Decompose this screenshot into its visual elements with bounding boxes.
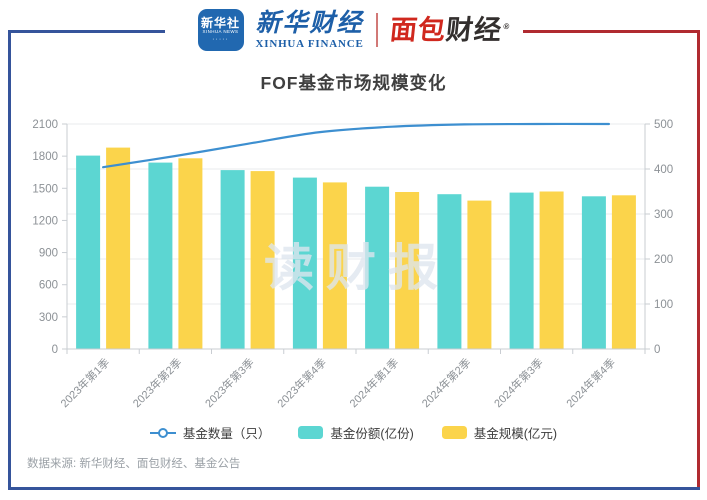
legend-item-fund-share[interactable]: 基金份额(亿份)	[298, 423, 414, 442]
svg-text:2024年第2季: 2024年第2季	[419, 355, 474, 410]
svg-text:2024年第3季: 2024年第3季	[491, 355, 546, 410]
svg-text:1800: 1800	[32, 151, 58, 163]
svg-text:0: 0	[52, 344, 58, 356]
bread-finance-logo: 面包财经®	[388, 14, 511, 45]
bar	[106, 147, 131, 349]
bar	[178, 158, 203, 349]
legend-label: 基金份额(亿份)	[330, 427, 414, 441]
bar	[250, 171, 275, 349]
x-axis-labels: 2023年第1季 2023年第2季 2023年第3季 2023年第4季 2024年第1季…	[57, 355, 618, 410]
bar-series-fund-scale	[106, 147, 636, 350]
svg-text:1200: 1200	[32, 215, 58, 227]
data-source-note: 数据来源: 新华财经、面包财经、基金公告	[27, 458, 241, 470]
bar	[220, 170, 245, 349]
svg-text:2024年第4季: 2024年第4季	[563, 355, 618, 410]
axis-lines	[62, 123, 650, 354]
frame-border-right	[697, 30, 700, 490]
svg-text:100: 100	[654, 299, 673, 311]
frame-border-top-left	[8, 30, 165, 33]
svg-text:2024年第1季: 2024年第1季	[346, 355, 401, 410]
fund-count-line	[102, 122, 610, 169]
bar	[437, 194, 462, 349]
svg-text:600: 600	[39, 280, 58, 292]
legend-swatch-icon	[298, 426, 324, 439]
svg-text:400: 400	[654, 164, 673, 176]
svg-text:300: 300	[654, 209, 673, 221]
svg-text:1500: 1500	[32, 183, 58, 195]
legend-item-fund-count[interactable]: 基金数量（只）	[149, 423, 271, 442]
bar	[509, 192, 534, 349]
agency-globe-dots-icon: ·····	[212, 36, 229, 44]
frame-border-bottom	[8, 487, 700, 490]
header: 新华社 XINHUA NEWS ····· 新华财经 XINHUA FINANC…	[183, 5, 524, 55]
y-axis-right-labels: 0 100 200 300 400 500	[654, 119, 673, 356]
bar	[292, 177, 317, 349]
svg-text:2023年第4季: 2023年第4季	[274, 355, 329, 410]
svg-text:0: 0	[654, 344, 660, 356]
bar	[76, 155, 101, 349]
svg-text:2023年第3季: 2023年第3季	[202, 355, 257, 410]
legend-item-fund-scale[interactable]: 基金规模(亿元)	[441, 423, 558, 442]
xinhua-finance-en: XINHUA FINANCE	[255, 37, 364, 50]
xinhua-finance-cn: 新华财经	[255, 8, 364, 37]
legend-swatch-icon	[441, 426, 467, 439]
svg-text:300: 300	[39, 312, 58, 324]
svg-text:2023年第2季: 2023年第2季	[130, 355, 185, 410]
bar	[322, 182, 347, 349]
xinhua-news-agency-logo-icon: 新华社 XINHUA NEWS ·····	[197, 9, 244, 51]
y-axis-left-labels: 0 300 600 900 1200 1500 1800 2100	[32, 119, 58, 356]
page-title: FOF基金市场规模变化	[260, 73, 447, 93]
bar-series-fund-share	[76, 155, 606, 349]
svg-text:900: 900	[39, 248, 58, 260]
bread-finance-cn-dark: 财经	[444, 14, 504, 45]
bar	[467, 200, 492, 349]
bread-finance-cn-red: 面包	[388, 14, 448, 45]
logo-divider	[375, 13, 378, 47]
chart-legend: 基金数量（只） 基金份额(亿份) 基金规模(亿元)	[0, 423, 707, 442]
svg-text:2023年第1季: 2023年第1季	[57, 355, 112, 410]
frame-border-top-right	[490, 30, 700, 33]
bar	[611, 195, 636, 350]
bar	[395, 192, 420, 349]
svg-text:200: 200	[654, 254, 673, 266]
frame-border-left	[8, 30, 11, 490]
legend-label: 基金数量（只）	[182, 427, 271, 441]
bar	[539, 191, 564, 349]
registered-mark: ®	[502, 21, 511, 31]
agency-name: 新华社	[200, 15, 241, 30]
bar	[581, 196, 606, 349]
bar	[148, 162, 173, 349]
bar	[365, 186, 390, 349]
legend-label: 基金规模(亿元)	[473, 427, 558, 441]
svg-text:500: 500	[654, 119, 673, 131]
agency-subtitle: XINHUA NEWS	[202, 28, 239, 34]
legend-line-symbol-icon	[149, 427, 176, 439]
svg-text:2100: 2100	[32, 119, 58, 131]
xinhua-finance-logo: 新华财经 XINHUA FINANCE	[255, 8, 364, 50]
